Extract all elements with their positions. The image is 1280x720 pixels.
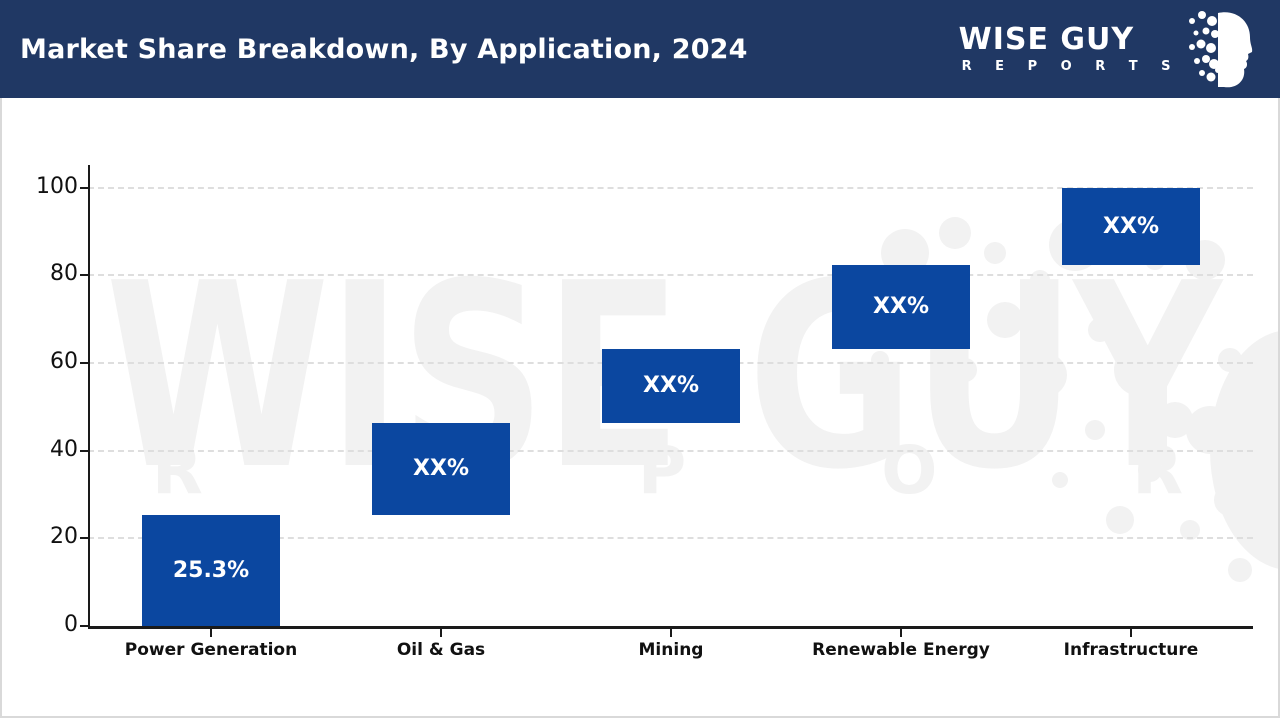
canvas-border-right bbox=[1278, 98, 1280, 718]
bar-value-label: XX% bbox=[413, 456, 469, 482]
x-category-label: Renewable Energy bbox=[812, 640, 990, 660]
wiseguy-head-icon bbox=[1189, 11, 1253, 88]
x-category-label: Power Generation bbox=[124, 640, 298, 660]
y-tick bbox=[80, 186, 88, 189]
header-bar: Market Share Breakdown, By Application, … bbox=[0, 0, 1280, 98]
gridline-40 bbox=[88, 449, 1253, 452]
x-category-label: Mining bbox=[638, 640, 704, 660]
gridline-80 bbox=[88, 274, 1253, 277]
bar-renewable-energy: XX% bbox=[832, 264, 970, 349]
x-tick bbox=[210, 629, 212, 637]
y-tick-label: 100 bbox=[36, 173, 78, 199]
bar-value-label: XX% bbox=[873, 294, 929, 320]
bar-mining: XX% bbox=[602, 348, 740, 423]
x-tick bbox=[670, 629, 672, 637]
bar-power-generation: 25.3% bbox=[142, 515, 280, 626]
y-tick-label: 40 bbox=[50, 436, 78, 462]
canvas-border-bottom bbox=[0, 716, 1280, 718]
bar-oil-gas: XX% bbox=[372, 422, 510, 516]
x-tick bbox=[900, 629, 902, 637]
watermark-subtitle: R E P O R T S bbox=[152, 432, 1280, 509]
gridline-20 bbox=[88, 537, 1253, 540]
bar-value-label: XX% bbox=[643, 373, 699, 399]
y-tick bbox=[80, 274, 88, 277]
y-axis-line bbox=[88, 165, 90, 628]
y-tick-label: 20 bbox=[50, 524, 78, 550]
y-tick bbox=[80, 361, 88, 364]
x-category-label: Infrastructure bbox=[1063, 640, 1199, 660]
bar-value-label: XX% bbox=[1103, 213, 1159, 239]
gridline-100 bbox=[88, 186, 1253, 189]
logo-wordmark: WISE GUY bbox=[958, 22, 1135, 57]
canvas-border-left bbox=[0, 98, 2, 718]
y-tick-label: 80 bbox=[50, 261, 78, 287]
wiseguy-logo: WISE GUY R E P O R T S bbox=[959, 7, 1254, 91]
x-tick bbox=[440, 629, 442, 637]
y-tick-label: 60 bbox=[50, 348, 78, 374]
x-category-label: Oil & Gas bbox=[396, 640, 486, 660]
bar-value-label: 25.3% bbox=[172, 558, 250, 584]
bar-infrastructure: XX% bbox=[1062, 187, 1200, 265]
y-tick bbox=[80, 625, 88, 627]
page-title: Market Share Breakdown, By Application, … bbox=[20, 33, 748, 65]
logo-subtitle: R E P O R T S bbox=[961, 59, 1180, 74]
y-tick bbox=[80, 449, 88, 452]
y-tick-label: 0 bbox=[64, 612, 78, 637]
x-axis-line bbox=[88, 626, 1253, 629]
y-tick bbox=[80, 537, 88, 540]
x-tick bbox=[1130, 629, 1132, 637]
